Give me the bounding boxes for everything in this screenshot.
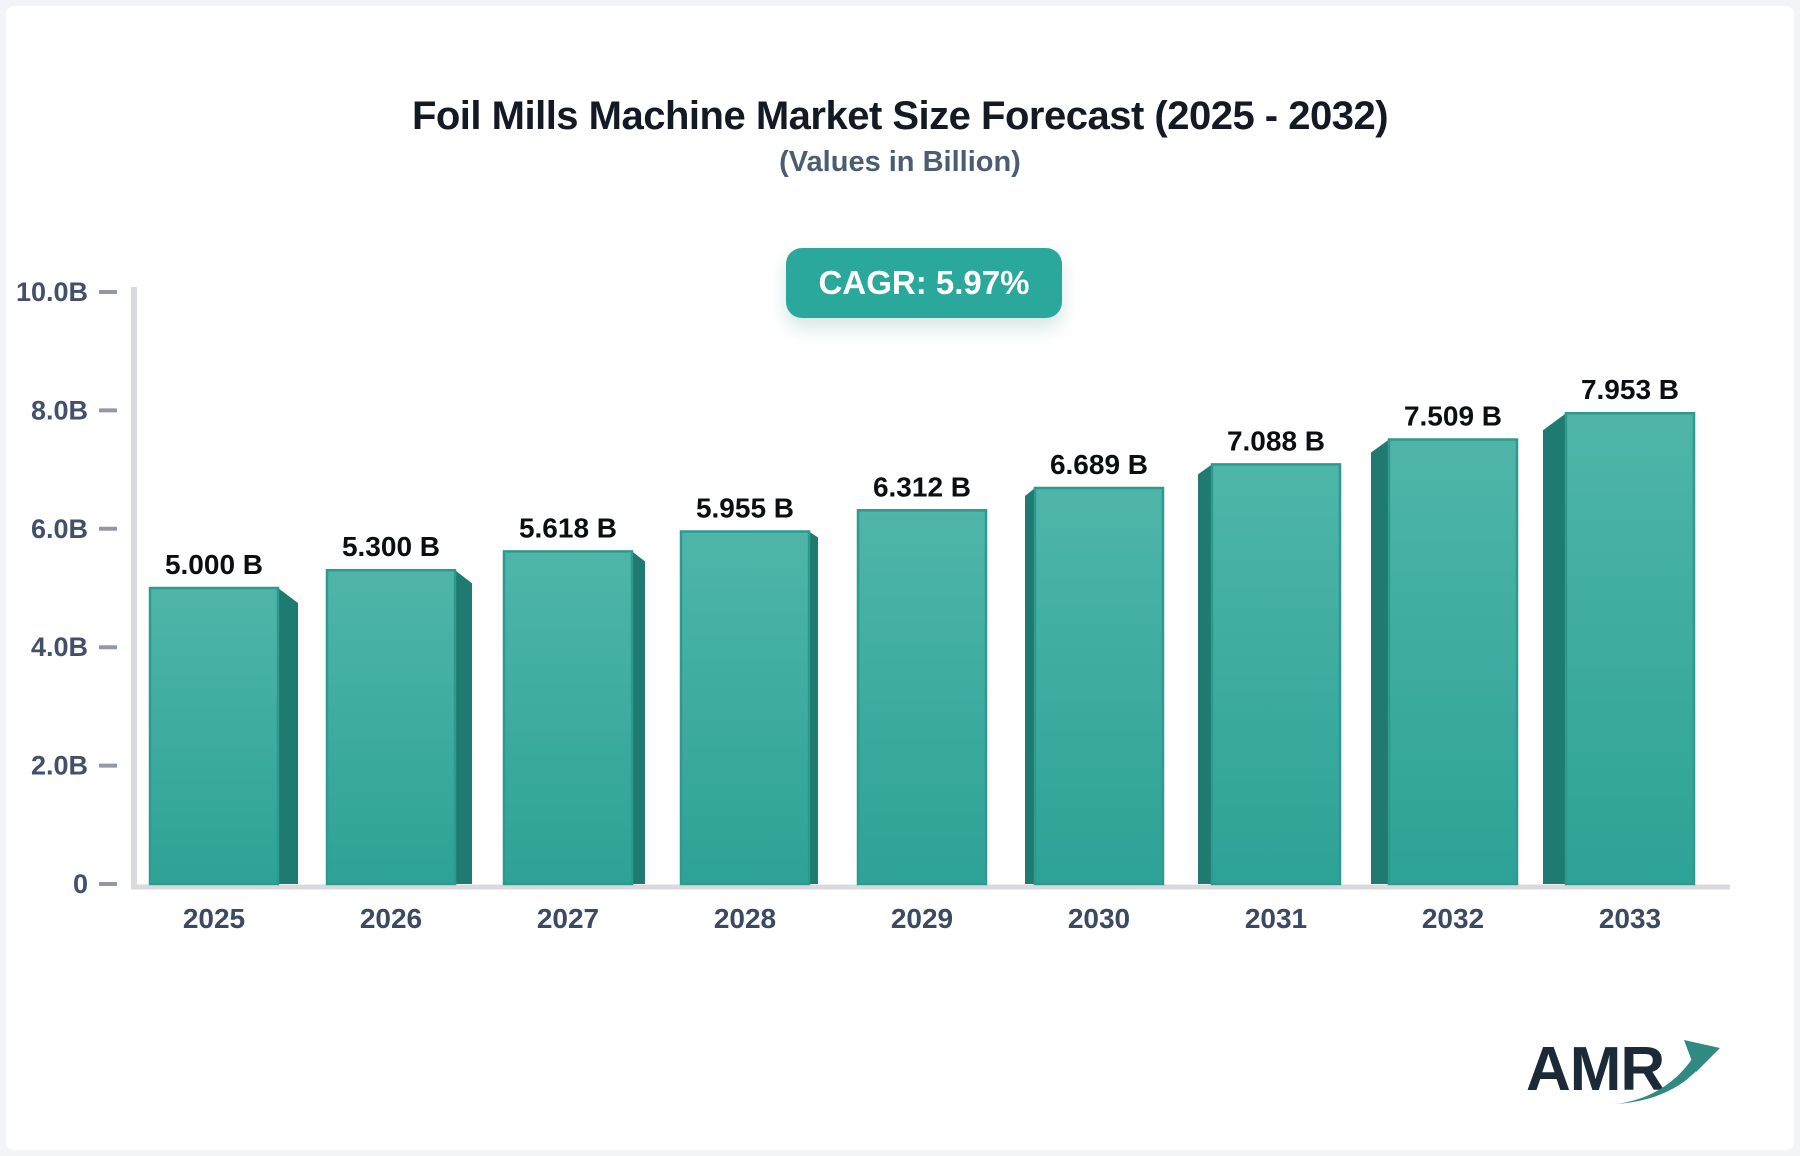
- x-axis-label-2027: 2027: [537, 903, 599, 934]
- bar-value-label-2031: 7.088 B: [1227, 425, 1325, 456]
- x-axis-label-2028: 2028: [714, 903, 776, 934]
- bar-value-label-2025: 5.000 B: [165, 549, 263, 580]
- bar-side-face-2028: [809, 531, 818, 884]
- bar-2025: [148, 586, 280, 886]
- axis-layer: [99, 287, 1730, 890]
- growth-arrow-icon: [1616, 1040, 1720, 1104]
- x-axis-label-2032: 2032: [1422, 903, 1484, 934]
- x-axis-label-2031: 2031: [1245, 903, 1307, 934]
- bar-2026: [325, 568, 457, 886]
- bar-value-label-2032: 7.509 B: [1404, 401, 1502, 432]
- cagr-badge: CAGR: 5.97%: [786, 248, 1062, 318]
- y-tick-label: 8.0B: [31, 395, 88, 425]
- bar-value-label-2026: 5.300 B: [342, 531, 440, 562]
- x-axis-label-2033: 2033: [1599, 903, 1661, 934]
- y-tick-label: 6.0B: [31, 514, 88, 544]
- x-axis-label-2025: 2025: [183, 903, 245, 934]
- bar-2032: [1387, 438, 1519, 886]
- bars-layer: [148, 411, 1696, 886]
- x-axis-label-2030: 2030: [1068, 903, 1130, 934]
- bar-2027: [502, 550, 634, 886]
- bar-value-label-2029: 6.312 B: [873, 471, 971, 502]
- bar-2028: [679, 530, 811, 886]
- bar-2031: [1210, 463, 1342, 886]
- y-tick-label: 4.0B: [31, 632, 88, 662]
- x-axis-label-2026: 2026: [360, 903, 422, 934]
- bar-value-label-2030: 6.689 B: [1050, 449, 1148, 480]
- bar-side-face-2027: [632, 551, 645, 884]
- bar-side-face-2030: [1025, 488, 1035, 884]
- bar-side-face-2031: [1198, 464, 1212, 884]
- bar-side-face-2032: [1371, 439, 1389, 884]
- cagr-badge-label: CAGR: 5.97%: [818, 264, 1030, 301]
- bar-2033: [1564, 411, 1696, 886]
- bar-side-face-2025: [278, 588, 298, 884]
- page-title: Foil Mills Machine Market Size Forecast …: [411, 94, 1389, 138]
- y-tick-label: 2.0B: [31, 751, 88, 781]
- y-tick-label: 10.0B: [16, 277, 88, 307]
- amr-logo: AMR: [1526, 1028, 1726, 1114]
- bar-value-label-2027: 5.618 B: [519, 512, 617, 543]
- y-tick-label: 0: [73, 869, 88, 899]
- amr-logo-text: AMR: [1526, 1035, 1665, 1104]
- bar-2030: [1033, 486, 1165, 886]
- bar-side-face-2033: [1543, 413, 1566, 884]
- labels-layer: 10.0B 8.0B 6.0B 4.0B 2.0B 0 5.000 B 2025 5.300 B…: [16, 277, 1679, 934]
- bar-value-label-2028: 5.955 B: [696, 493, 794, 524]
- bar-value-label-2033: 7.953 B: [1581, 374, 1679, 405]
- page-subtitle: (Values in Billion): [779, 146, 1021, 178]
- bar-side-face-2026: [455, 570, 472, 884]
- bar-2029: [856, 509, 988, 886]
- x-axis-label-2029: 2029: [891, 903, 953, 934]
